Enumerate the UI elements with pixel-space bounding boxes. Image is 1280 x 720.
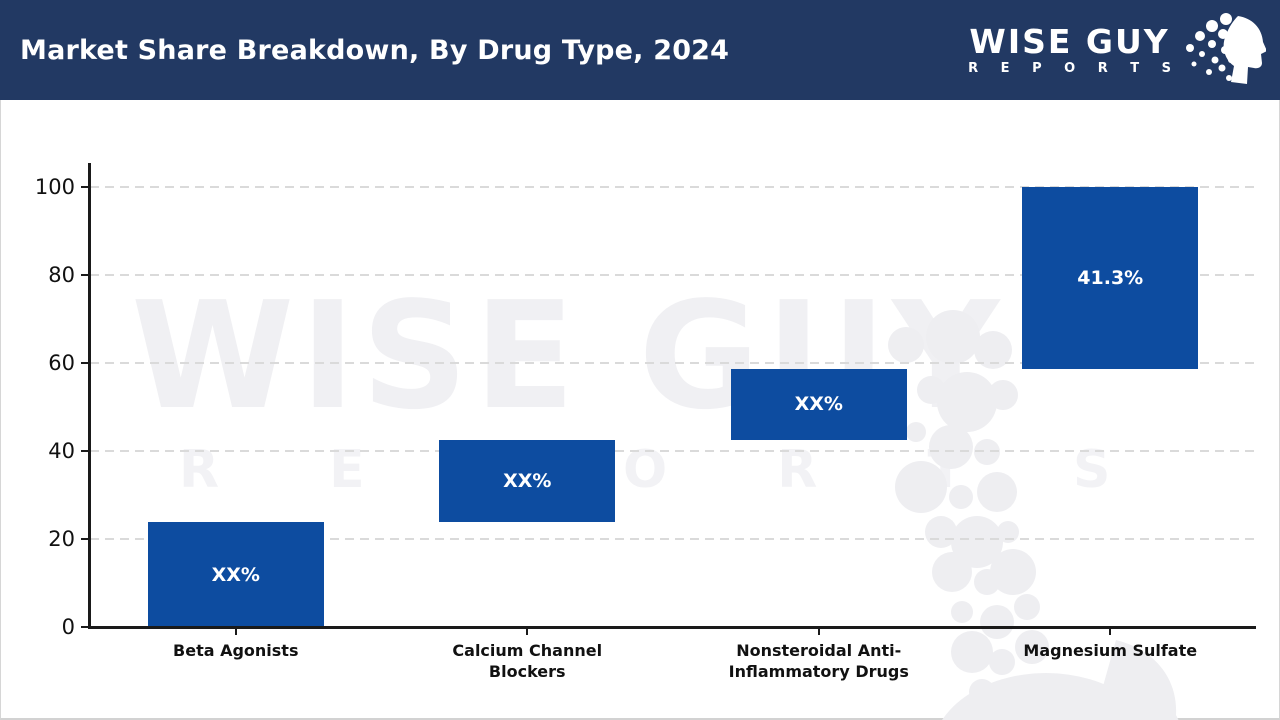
x-axis-spine (88, 626, 1256, 629)
x-tick-mark-2 (817, 627, 820, 635)
plot: 0 20 40 60 80 100 XX% Beta Agonists XX% Calcium C… (1, 100, 1280, 720)
y-tick-mark-60 (81, 362, 90, 364)
x-category-label-line: Nonsteroidal Anti- (736, 641, 902, 660)
y-axis-spine (88, 163, 91, 629)
bar-3[interactable]: 41.3% (1022, 187, 1199, 369)
y-tick-label-100: 100 (34, 175, 75, 199)
chart-area: WISE GUY R E P O R T S 0 20 40 60 80 100 XX% Be… (0, 100, 1280, 720)
y-tick-mark-40 (81, 450, 90, 452)
y-tick-label-20: 20 (48, 527, 75, 551)
bar-value-label-1: XX% (503, 470, 552, 493)
x-category-label-3: Magnesium Sulfate (960, 640, 1260, 661)
watermark-face-dots (888, 310, 1179, 720)
brand-logo: WISE GUY R E P O R T S (959, 10, 1266, 90)
bar-value-label-2: XX% (794, 393, 843, 416)
y-tick-mark-80 (81, 274, 90, 276)
bar-value-label-3: 41.3% (1077, 266, 1144, 289)
logo-face-icon (1186, 13, 1266, 84)
x-category-label-0: Beta Agonists (86, 640, 386, 661)
y-tick-label-40: 40 (48, 439, 75, 463)
x-category-label-line: Magnesium Sulfate (1023, 641, 1198, 660)
gridline-80 (90, 274, 1256, 276)
gridline-40 (90, 450, 1256, 452)
y-tick-mark-20 (81, 538, 90, 540)
x-category-label-line: Calcium Channel (452, 641, 603, 660)
gridline-60 (90, 362, 1256, 364)
bar-0[interactable]: XX% (147, 522, 324, 627)
logo-text: WISE GUY R E P O R T S (959, 21, 1180, 77)
x-tick-mark-0 (234, 627, 237, 635)
x-category-label-1: Calcium Channel Blockers (377, 640, 677, 682)
y-tick-mark-0 (81, 626, 90, 628)
bar-value-label-0: XX% (211, 563, 260, 586)
y-tick-label-0: 0 (61, 615, 75, 639)
logo-wordmark: WISE GUY (969, 21, 1170, 61)
y-tick-label-80: 80 (48, 263, 75, 287)
x-category-label-line: Inflammatory Drugs (728, 662, 909, 681)
logo-subtext: R E P O R T S (968, 60, 1180, 76)
x-category-label-line: Beta Agonists (173, 641, 299, 660)
x-tick-mark-3 (1109, 627, 1112, 635)
y-tick-label-60: 60 (48, 351, 75, 375)
gridline-20 (90, 538, 1256, 540)
header-bar: Market Share Breakdown, By Drug Type, 20… (0, 0, 1280, 100)
bar-2[interactable]: XX% (730, 368, 907, 440)
page-title: Market Share Breakdown, By Drug Type, 20… (20, 34, 730, 66)
x-category-label-2: Nonsteroidal Anti- Inflammatory Drugs (669, 640, 969, 682)
y-tick-mark-100 (81, 186, 90, 188)
bar-1[interactable]: XX% (439, 440, 616, 523)
x-tick-mark-1 (526, 627, 529, 635)
gridline-100 (90, 186, 1256, 188)
x-category-label-line: Blockers (488, 662, 566, 681)
